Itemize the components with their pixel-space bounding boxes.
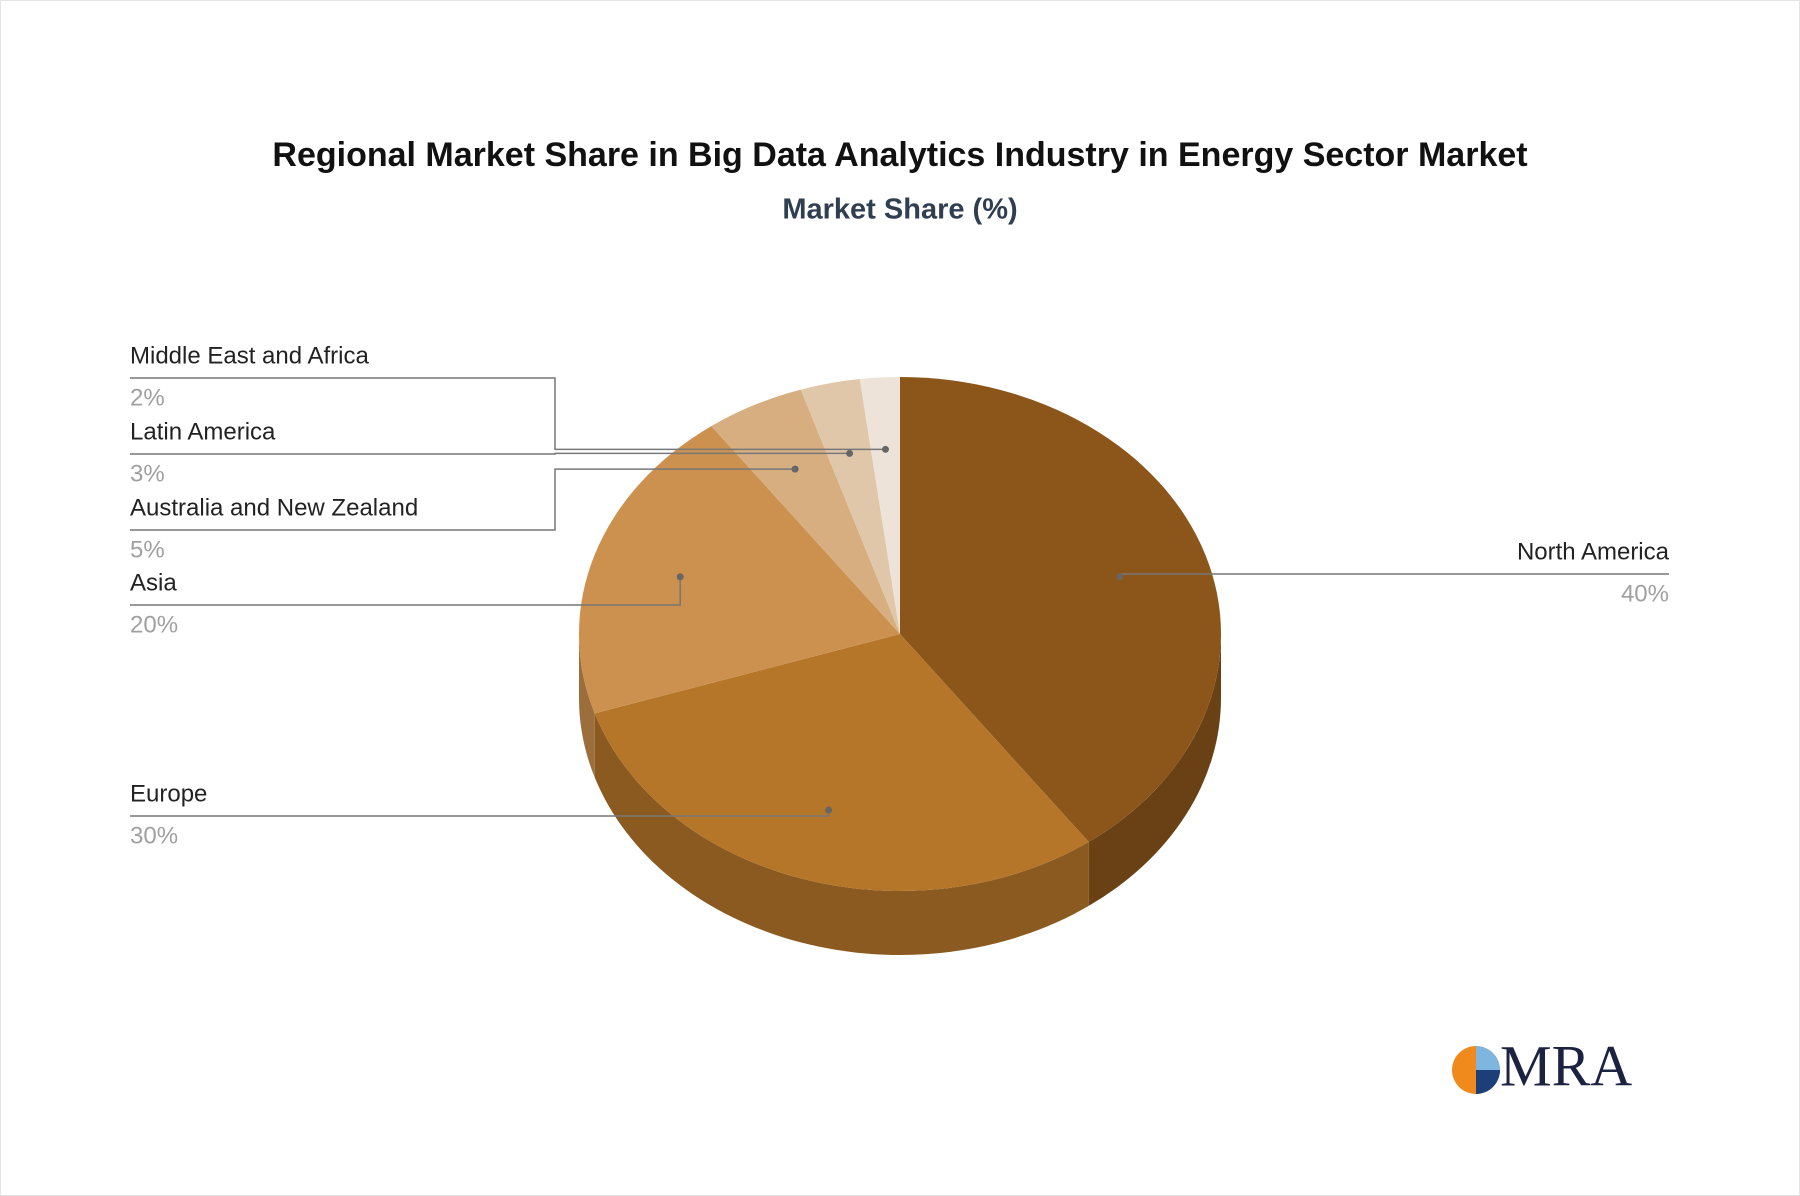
slice-side	[1088, 634, 1221, 906]
slice	[800, 379, 900, 634]
logo-wedge	[1476, 1046, 1500, 1070]
category-label: Latin America	[130, 418, 276, 445]
category-label: Middle East and Africa	[130, 342, 369, 369]
chart-title: Regional Market Share in Big Data Analyt…	[272, 136, 1527, 174]
leader-line	[130, 452, 850, 455]
logo-wedge	[1476, 1070, 1500, 1094]
logo-text: MRA	[1500, 1033, 1632, 1098]
slice-side	[579, 634, 595, 778]
leader-dot	[791, 465, 799, 473]
slice	[579, 426, 900, 714]
leader-line	[130, 468, 796, 531]
category-label: Asia	[130, 569, 177, 596]
slice	[900, 377, 1222, 842]
leader-line	[130, 576, 681, 606]
slice-side	[594, 713, 1089, 956]
leader-dot	[676, 573, 684, 581]
category-label: Europe	[130, 780, 207, 807]
value-label: 3%	[130, 460, 165, 487]
logo: MRA	[1452, 1033, 1632, 1098]
leader-dot	[846, 449, 854, 457]
leader-line	[130, 377, 886, 451]
value-label: 5%	[130, 536, 165, 563]
leader-dot	[881, 445, 889, 453]
value-label: 40%	[1621, 580, 1669, 607]
value-label: 20%	[130, 611, 178, 638]
slice	[711, 389, 900, 634]
value-label: 30%	[130, 822, 178, 849]
slice	[859, 377, 900, 634]
category-label: Australia and New Zealand	[130, 494, 418, 521]
slice	[594, 634, 1089, 892]
chart-subtitle: Market Share (%)	[782, 194, 1017, 226]
leader-dot	[1116, 573, 1124, 581]
leader-dot	[825, 806, 833, 814]
category-label: North America	[1517, 538, 1670, 565]
value-label: 2%	[130, 384, 165, 411]
